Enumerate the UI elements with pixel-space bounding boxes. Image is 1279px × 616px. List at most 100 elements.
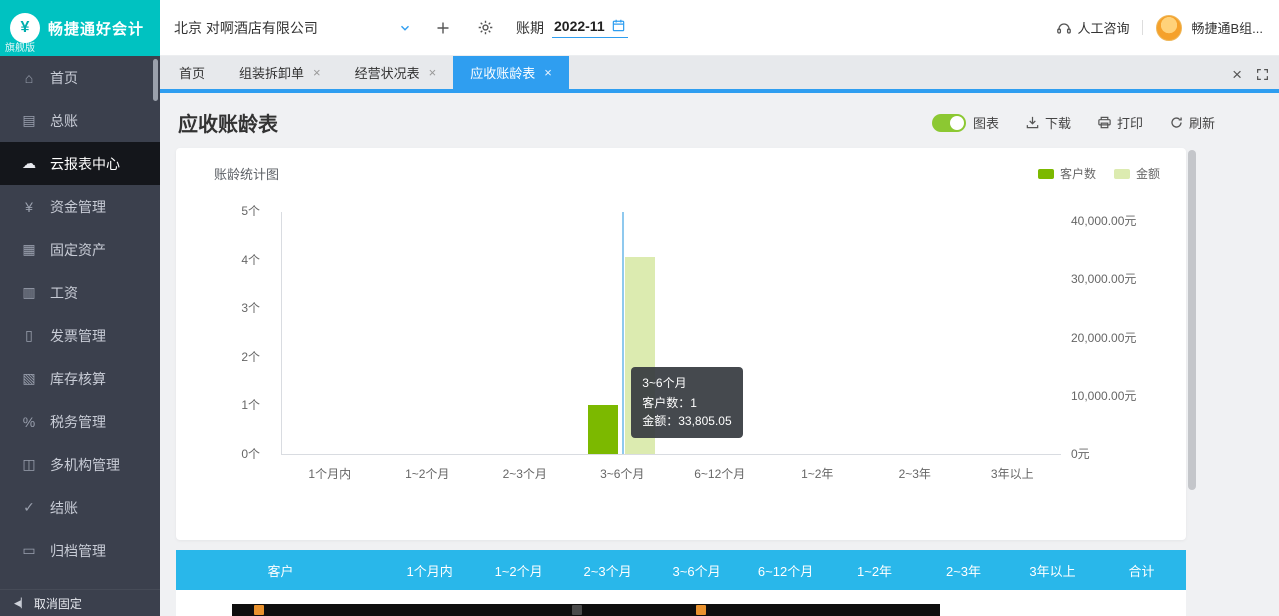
company-name: 北京 对啊酒店有限公司 — [174, 19, 318, 36]
chart-toggle-group: 图表 — [931, 113, 999, 132]
sidebar-item-home[interactable]: ⌂ 首页 — [0, 56, 160, 99]
app-header: ¥ 畅捷通好会计 旗舰版 北京 对啊酒店有限公司 账期 — [0, 0, 1279, 56]
sidebar-item-label: 库存核算 — [50, 370, 106, 387]
print-icon — [1097, 115, 1112, 130]
plot-area: 3~6个月客户数：1 金额：33,805.05 — [281, 212, 1061, 455]
table-header-cell: 1~2年 — [857, 563, 893, 579]
tab-label: 首页 — [179, 66, 206, 81]
period-field[interactable]: 2022-11 — [552, 18, 628, 38]
x-axis-label: 2~3年 — [898, 467, 931, 481]
tab-operating-report[interactable]: 经营状况表 × — [338, 56, 454, 89]
sidebar-item-label: 税务管理 — [50, 413, 106, 430]
sidebar-item-general-ledger[interactable]: ▤ 总账 — [0, 99, 160, 142]
refresh-button[interactable]: 刷新 — [1169, 113, 1215, 132]
ledger-icon: ▤ — [22, 112, 36, 128]
table-header-cell: 1个月内 — [406, 563, 453, 579]
chart-title: 账龄统计图 — [214, 167, 280, 182]
print-label: 打印 — [1116, 116, 1143, 131]
y-axis-right-tick: 0元 — [1071, 447, 1090, 461]
x-axis-label: 3年以上 — [990, 467, 1034, 481]
download-icon — [1025, 115, 1040, 130]
chart-card: 账龄统计图 客户数 金额 0个 1个 2个 3个 4个 5个 0元 10,000.00元 20,… — [176, 148, 1186, 540]
sidebar-item-payroll[interactable]: ▥ 工资 — [0, 271, 160, 314]
sidebar-item-cloud-reports[interactable]: ☁ 云报表中心 — [0, 142, 160, 185]
sidebar-item-label: 总账 — [50, 112, 78, 129]
period-value: 2022-11 — [554, 17, 605, 34]
download-button[interactable]: 下载 — [1025, 113, 1071, 132]
header-divider — [1142, 20, 1144, 35]
funds-icon: ¥ — [25, 198, 33, 215]
y-axis-right-tick: 20,000.00元 — [1071, 330, 1137, 345]
sidebar-item-label: 多机构管理 — [50, 456, 120, 473]
report-toolbar: 应收账龄表 图表 下载 — [160, 97, 1279, 148]
sidebar: ⌂ 首页 ▤ 总账 ☁ 云报表中心 ¥ 资金管理 ▦ 固定资产 ▥ 工资 ▯ 发票管理 ▧ 库存核算% 税务管理… — [0, 56, 160, 616]
tab-home[interactable]: 首页 — [162, 56, 222, 89]
sidebar-item-inventory[interactable]: ▧ 库存核算 — [0, 357, 160, 400]
settings-gear-icon[interactable] — [474, 17, 496, 39]
chart-toggle-label: 图表 — [972, 116, 999, 131]
sidebar-item-unpin[interactable]: ◀▏ 取消固定 — [0, 589, 160, 616]
legend-label: 金额 — [1135, 167, 1160, 181]
table-header-cell: 6~12个月 — [757, 563, 814, 579]
tab-close-icon[interactable]: × — [428, 65, 437, 80]
taskbar-app-icon-3[interactable] — [696, 605, 706, 615]
tab-assembly-order[interactable]: 组装拆卸单 × — [222, 56, 338, 89]
refresh-icon — [1169, 115, 1184, 130]
company-selector[interactable]: 北京 对啊酒店有限公司 — [174, 18, 412, 38]
chevron-down-icon — [398, 21, 412, 35]
add-icon[interactable] — [432, 17, 454, 39]
tab-close-icon[interactable]: × — [313, 65, 321, 80]
y-axis-left-tick: 2个 — [241, 349, 260, 364]
x-axis-label: 6~12个月 — [694, 467, 746, 481]
content-scrollbar[interactable] — [1188, 150, 1196, 490]
sidebar-item-multi-org[interactable]: ◫ 多机构管理 — [0, 443, 160, 486]
header-right: 人工咨询 畅捷通B组... — [1056, 0, 1279, 55]
refresh-label: 刷新 — [1188, 116, 1215, 131]
sidebar-item-label: 资金管理 — [50, 198, 106, 215]
sidebar-item-archive[interactable]: ▭ 归档管理 — [0, 529, 160, 572]
inventory-icon: ▧ — [22, 370, 36, 386]
tooltip-line: 金额：33,805.05 — [642, 414, 732, 429]
sidebar-item-label: 工资 — [50, 284, 78, 301]
tooltip-line: 客户数：1 — [642, 395, 697, 410]
print-button[interactable]: 打印 — [1097, 113, 1143, 132]
support-button[interactable]: 人工咨询 — [1056, 18, 1129, 37]
taskbar-app-icon-1[interactable] — [254, 605, 264, 615]
period-picker[interactable]: 账期 2022-11 — [516, 18, 628, 38]
x-axis-label: 1~2年 — [801, 467, 834, 481]
legend-item-amount[interactable]: 金额 — [1113, 165, 1160, 182]
x-axis-label: 2~3个月 — [502, 467, 547, 481]
brand-name: 畅捷通好会计 — [48, 20, 145, 38]
archive-icon: ▭ — [22, 542, 36, 558]
headset-icon — [1056, 20, 1072, 36]
sidebar-item-tax[interactable]: % 税务管理 — [0, 400, 160, 443]
sidebar-item-closing[interactable]: ✓ 结账 — [0, 486, 160, 529]
cloud-report-icon: ☁ — [22, 155, 36, 171]
sidebar-item-label: 首页 — [50, 69, 78, 86]
y-axis-left-tick: 4个 — [241, 252, 260, 267]
sidebar-scrollbar[interactable] — [153, 59, 158, 101]
tab-close-icon[interactable]: × — [544, 65, 552, 80]
tax-icon: % — [22, 413, 36, 430]
x-axis-label: 1个月内 — [308, 467, 352, 481]
bar-customers[interactable] — [588, 405, 619, 454]
chart-toggle-switch[interactable] — [931, 113, 966, 132]
close-tab-icon[interactable]: × — [1232, 65, 1242, 84]
legend-item-customers[interactable]: 客户数 — [1037, 165, 1096, 182]
sidebar-item-funds[interactable]: ¥ 资金管理 — [0, 185, 160, 228]
sidebar-item-fixed-assets[interactable]: ▦ 固定资产 — [0, 228, 160, 271]
x-axis-label: 3~6个月 — [600, 467, 645, 481]
chart-card-header: 账龄统计图 客户数 金额 — [176, 148, 1186, 183]
user-avatar[interactable] — [1156, 14, 1183, 41]
fullscreen-icon[interactable] — [1256, 68, 1269, 81]
tab-bar-tabs: 首页 组装拆卸单 × 经营状况表 × 应收账龄表 × — [162, 56, 569, 89]
chart-tooltip: 3~6个月客户数：1 金额：33,805.05 — [631, 367, 743, 438]
sidebar-item-invoices[interactable]: ▯ 发票管理 — [0, 314, 160, 357]
tooltip-title: 3~6个月 — [642, 376, 687, 390]
y-axis-right-tick: 10,000.00元 — [1071, 388, 1137, 403]
taskbar-app-icon-2[interactable] — [572, 605, 582, 615]
tab-ar-aging-report[interactable]: 应收账龄表 × — [453, 56, 569, 89]
user-name[interactable]: 畅捷通B组... — [1191, 21, 1263, 36]
tab-bar: 首页 组装拆卸单 × 经营状况表 × 应收账龄表 × × — [160, 56, 1279, 93]
x-axis: 1个月内 1~2个月 2~3个月 3~6个月 6~12个月 1~2年 2~3年 3年以上 — [281, 465, 1061, 482]
